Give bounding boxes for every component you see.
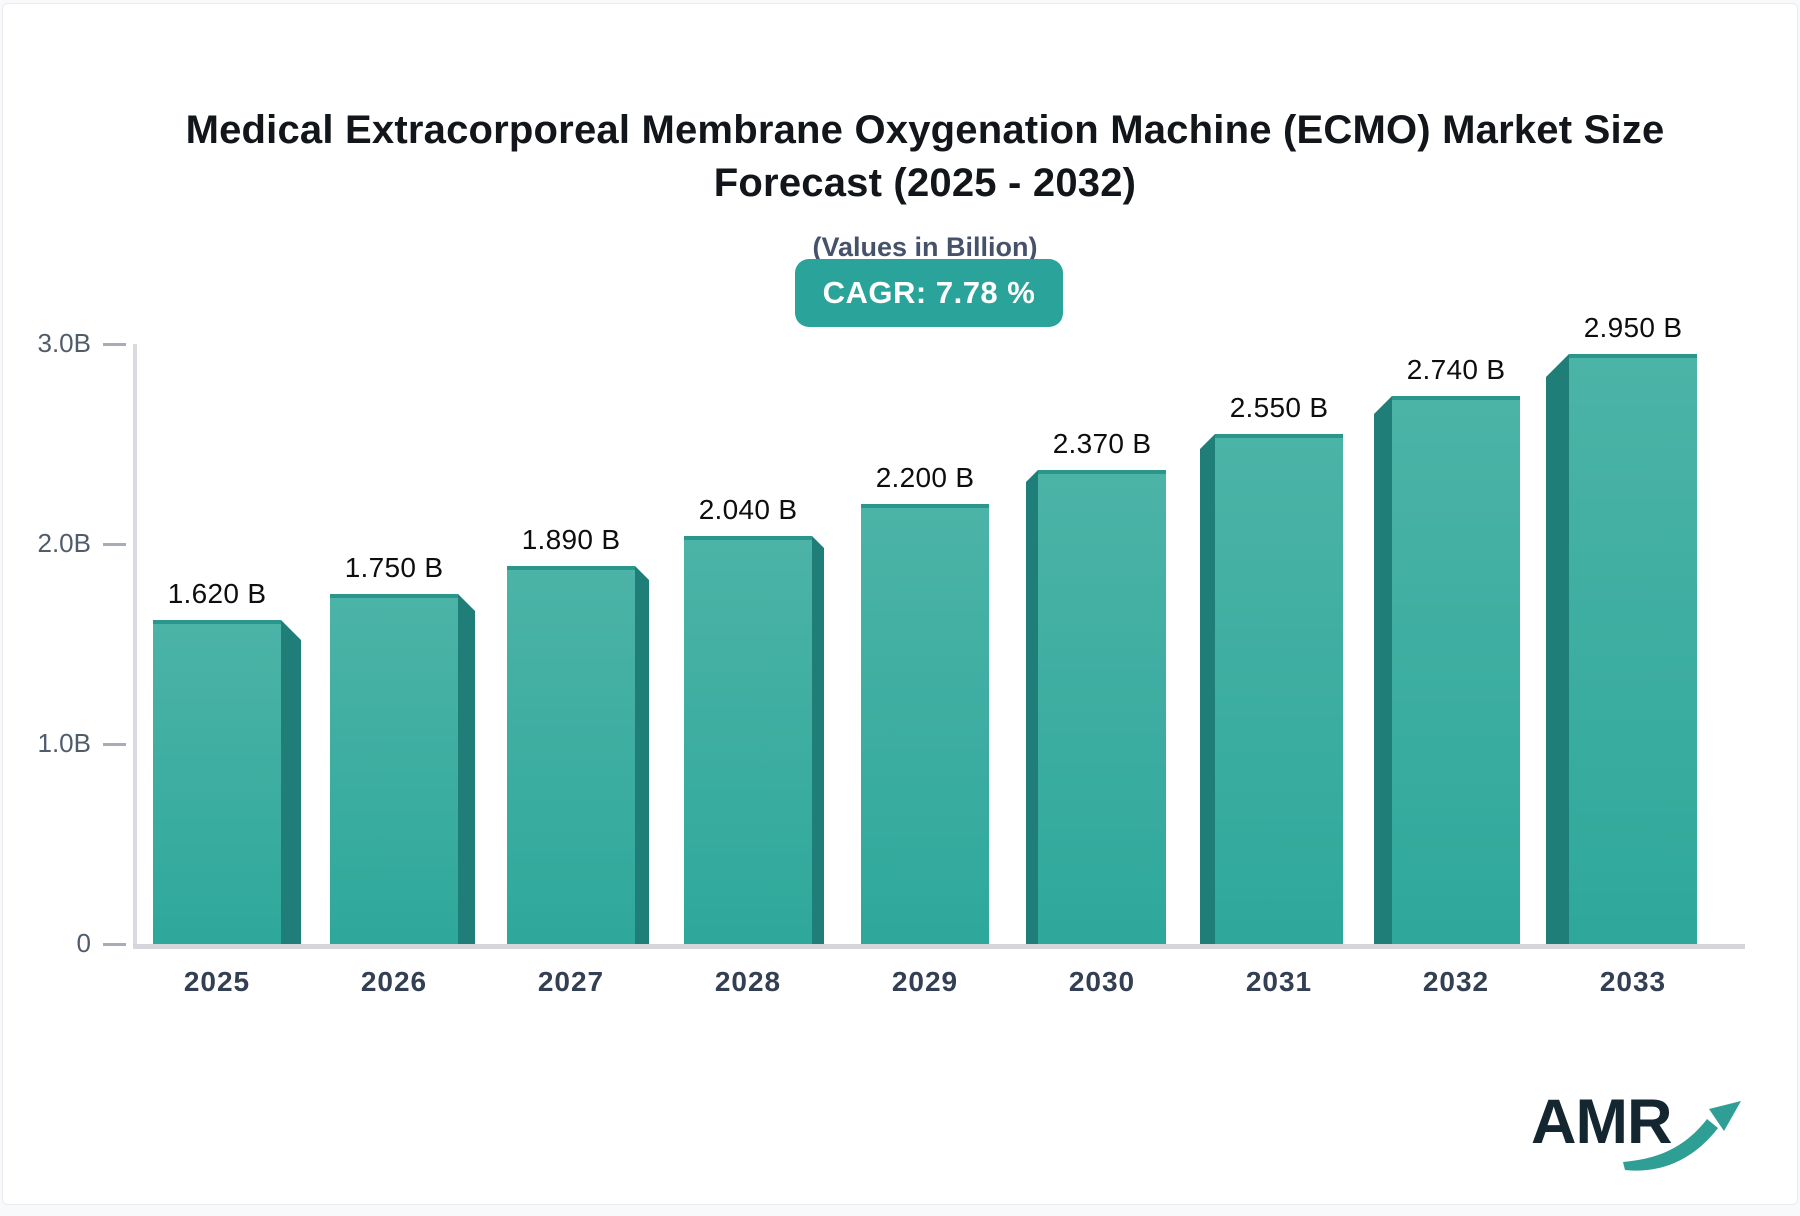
x-category-label: 2026 [360, 966, 428, 997]
bar-2033[interactable] [1569, 354, 1697, 944]
bar-value-label: 2.950 B [1583, 312, 1683, 343]
bar-2027[interactable] [507, 566, 635, 944]
y-tick-mark [103, 543, 126, 546]
bar-top-edge [1392, 396, 1520, 400]
bar-2032[interactable] [1392, 396, 1520, 944]
bar-top-edge [1038, 470, 1166, 474]
bar-value-label: 1.890 B [521, 524, 621, 555]
amr-logo-arrow-icon [1623, 1101, 1741, 1171]
bar-side-face [458, 594, 475, 944]
x-category-label: 2033 [1599, 966, 1667, 997]
bar-2029[interactable] [861, 504, 989, 944]
bar-top-edge [861, 504, 989, 508]
y-tick-label: 1.0B [37, 728, 92, 758]
x-category-label: 2032 [1422, 966, 1490, 997]
bar-2028[interactable] [684, 536, 812, 944]
x-category-label: 2028 [714, 966, 782, 997]
x-category-label: 2031 [1245, 966, 1313, 997]
bar-2025[interactable] [153, 620, 281, 944]
cagr-badge: CAGR: 7.78 % [795, 259, 1063, 327]
y-tick-label: 2.0B [37, 528, 92, 558]
chart-title: Medical Extracorporeal Membrane Oxygenat… [47, 104, 1800, 210]
bar-2031[interactable] [1215, 434, 1343, 944]
x-category-label: 2025 [183, 966, 251, 997]
y-tick-label: 0 [76, 928, 91, 958]
bar-top-edge [330, 594, 458, 598]
y-tick-mark [103, 343, 126, 346]
y-tick-mark [103, 943, 126, 946]
bar-side-face [812, 536, 824, 944]
chart-card: Medical Extracorporeal Membrane Oxygenat… [2, 3, 1798, 1205]
chart-subtitle: (Values in Billion) [812, 232, 1038, 262]
bar-value-label: 2.040 B [698, 494, 798, 525]
chart-title-line2: Forecast (2025 - 2032) [713, 161, 1137, 205]
y-tick-label: 3.0B [37, 328, 92, 358]
bar-value-label: 2.200 B [875, 462, 975, 493]
bar-value-label: 2.740 B [1406, 354, 1506, 385]
chart-title-line1: Medical Extracorporeal Membrane Oxygenat… [185, 108, 1665, 152]
bar-side-face [1374, 396, 1392, 944]
bar-side-face [281, 620, 301, 944]
bar-value-label: 2.370 B [1052, 428, 1152, 459]
plot-area: 3.0B 2.0B 1.0B 0 1.620 B 2025 1.750 B 2026 1.890… [3, 4, 1800, 1216]
amr-logo: AMR [1503, 1084, 1743, 1174]
bar-top-edge [1215, 434, 1343, 438]
bar-side-face [1546, 354, 1569, 944]
bar-value-label: 1.620 B [167, 578, 267, 609]
y-axis-line [133, 344, 137, 949]
x-category-label: 2030 [1068, 966, 1136, 997]
bar-2026[interactable] [330, 594, 458, 944]
bar-value-label: 1.750 B [344, 552, 444, 583]
bar-side-face [1200, 434, 1215, 944]
bar-2030[interactable] [1038, 470, 1166, 944]
bar-side-face [1026, 470, 1038, 944]
bar-top-edge [684, 536, 812, 540]
x-axis-line [133, 944, 1745, 949]
bar-value-label: 2.550 B [1229, 392, 1329, 423]
amr-logo-text: AMR [1531, 1087, 1672, 1157]
bar-top-edge [507, 566, 635, 570]
bar-top-edge [1569, 354, 1697, 358]
bar-top-edge [153, 620, 281, 624]
y-tick-mark [103, 743, 126, 746]
x-category-label: 2029 [891, 966, 959, 997]
bar-side-face [635, 566, 649, 944]
x-category-label: 2027 [537, 966, 605, 997]
